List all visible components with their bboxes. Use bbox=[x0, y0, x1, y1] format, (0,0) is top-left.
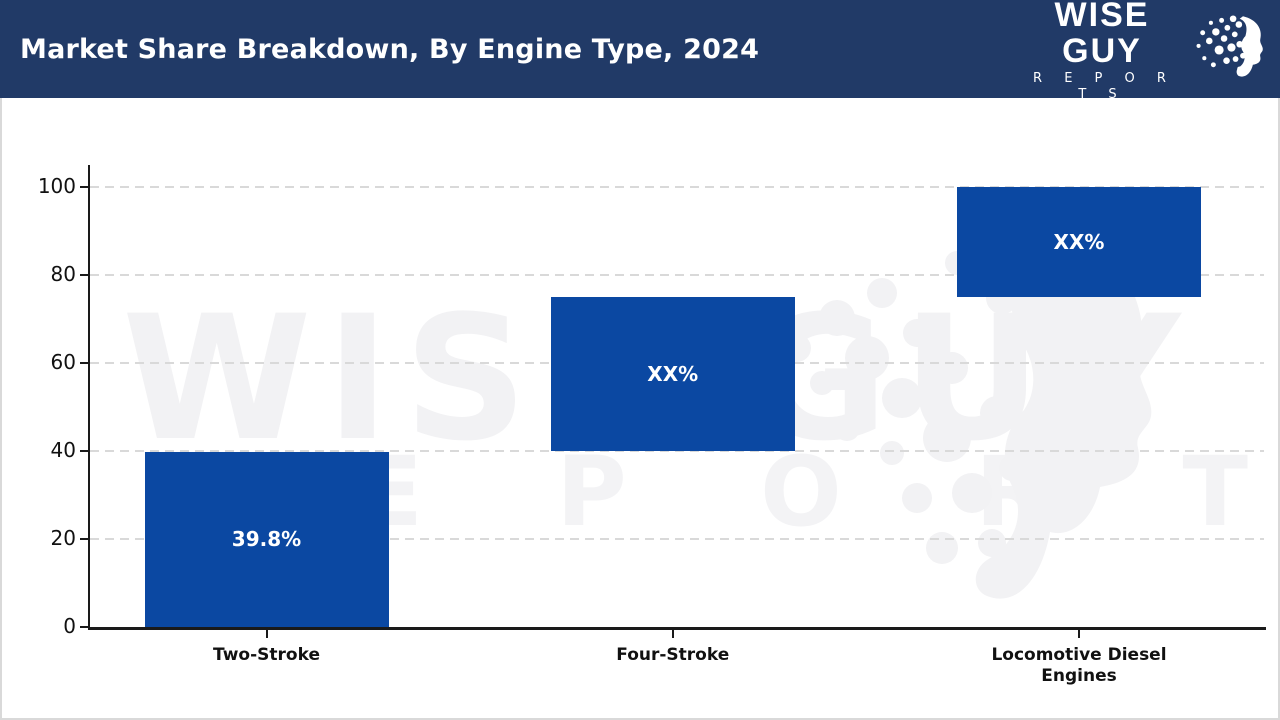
y-tick-label: 100 bbox=[37, 174, 76, 198]
bar-value-label: XX% bbox=[1053, 230, 1105, 254]
bar-value-label: XX% bbox=[647, 362, 699, 386]
y-tick-mark bbox=[80, 274, 88, 276]
x-tick-mark bbox=[265, 630, 268, 638]
page-title: Market Share Breakdown, By Engine Type, … bbox=[20, 33, 760, 65]
gridline-20 bbox=[90, 538, 1264, 540]
gridline-80 bbox=[90, 274, 1264, 276]
x-category-label: Four-Stroke bbox=[616, 645, 730, 665]
bar-four-stroke: XX% bbox=[550, 297, 795, 451]
logo-wordmark: WISE GUY bbox=[1054, 0, 1150, 70]
x-tick-mark bbox=[671, 630, 674, 638]
x-category-label: Locomotive Diesel Engines bbox=[991, 645, 1167, 686]
y-tick-label: 80 bbox=[50, 262, 76, 286]
bar-value-label: 39.8% bbox=[231, 527, 302, 552]
plot: 0 20 40 60 80 100 39.8% XX% XX% Two-Stroke Four-St… bbox=[38, 165, 1266, 686]
header: Market Share Breakdown, By Engine Type, … bbox=[0, 0, 1280, 102]
bar-two-stroke: 39.8% bbox=[144, 451, 389, 627]
bar-locomotive-diesel-engines: XX% bbox=[957, 187, 1201, 297]
dotted-face-profile-icon bbox=[1196, 15, 1263, 77]
y-tick-mark bbox=[80, 362, 88, 364]
y-tick-mark bbox=[80, 538, 88, 540]
logo-text: WISE GUY R E P O R T S bbox=[1016, 0, 1188, 103]
y-tick-label: 40 bbox=[50, 438, 76, 462]
wise-guy-reports-logo: WISE GUY R E P O R T S bbox=[1016, 0, 1266, 102]
y-axis-spine bbox=[88, 165, 90, 629]
x-tick-mark bbox=[1078, 630, 1080, 638]
y-tick-label: 20 bbox=[50, 526, 76, 550]
y-tick-label: 0 bbox=[63, 614, 76, 638]
y-tick-label: 60 bbox=[50, 350, 76, 374]
y-tick-mark bbox=[80, 626, 88, 628]
gridline-100 bbox=[90, 186, 1264, 188]
y-tick-mark bbox=[80, 186, 88, 188]
chart-area: WISE GUY R E P O R T S bbox=[0, 98, 1280, 720]
x-category-label: Two-Stroke bbox=[213, 645, 320, 665]
y-tick-mark bbox=[80, 450, 88, 452]
gridline-40 bbox=[90, 450, 1264, 452]
x-axis-spine bbox=[88, 627, 1266, 630]
